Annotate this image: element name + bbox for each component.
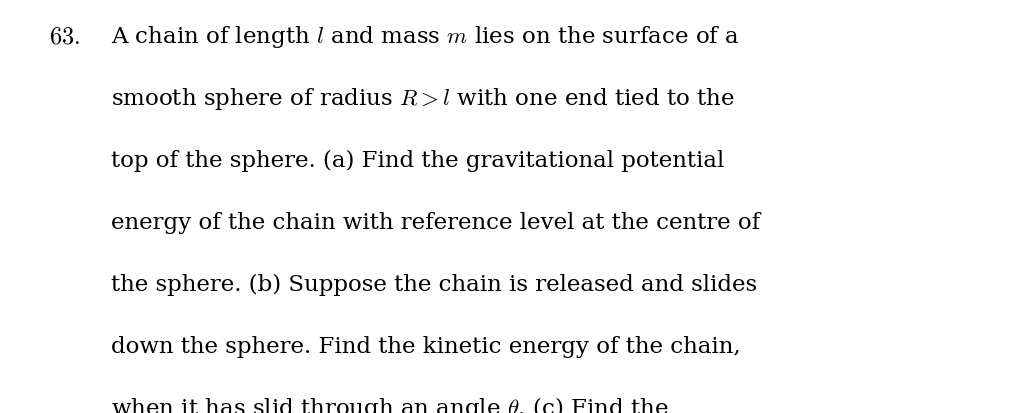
Text: smooth sphere of radius $R > l$ with one end tied to the: smooth sphere of radius $R > l$ with one…	[111, 86, 734, 112]
Text: $\mathbf{63.}$: $\mathbf{63.}$	[49, 25, 80, 48]
Text: when it has slid through an angle $\theta$. (c) Find the: when it has slid through an angle $\thet…	[111, 395, 668, 413]
Text: the sphere. (b) Suppose the chain is released and slides: the sphere. (b) Suppose the chain is rel…	[111, 274, 757, 296]
Text: top of the sphere. (a) Find the gravitational potential: top of the sphere. (a) Find the gravitat…	[111, 150, 724, 172]
Text: energy of the chain with reference level at the centre of: energy of the chain with reference level…	[111, 212, 760, 234]
Text: down the sphere. Find the kinetic energy of the chain,: down the sphere. Find the kinetic energy…	[111, 336, 740, 358]
Text: A chain of length $l$ and mass $m$ lies on the surface of a: A chain of length $l$ and mass $m$ lies …	[111, 24, 739, 50]
